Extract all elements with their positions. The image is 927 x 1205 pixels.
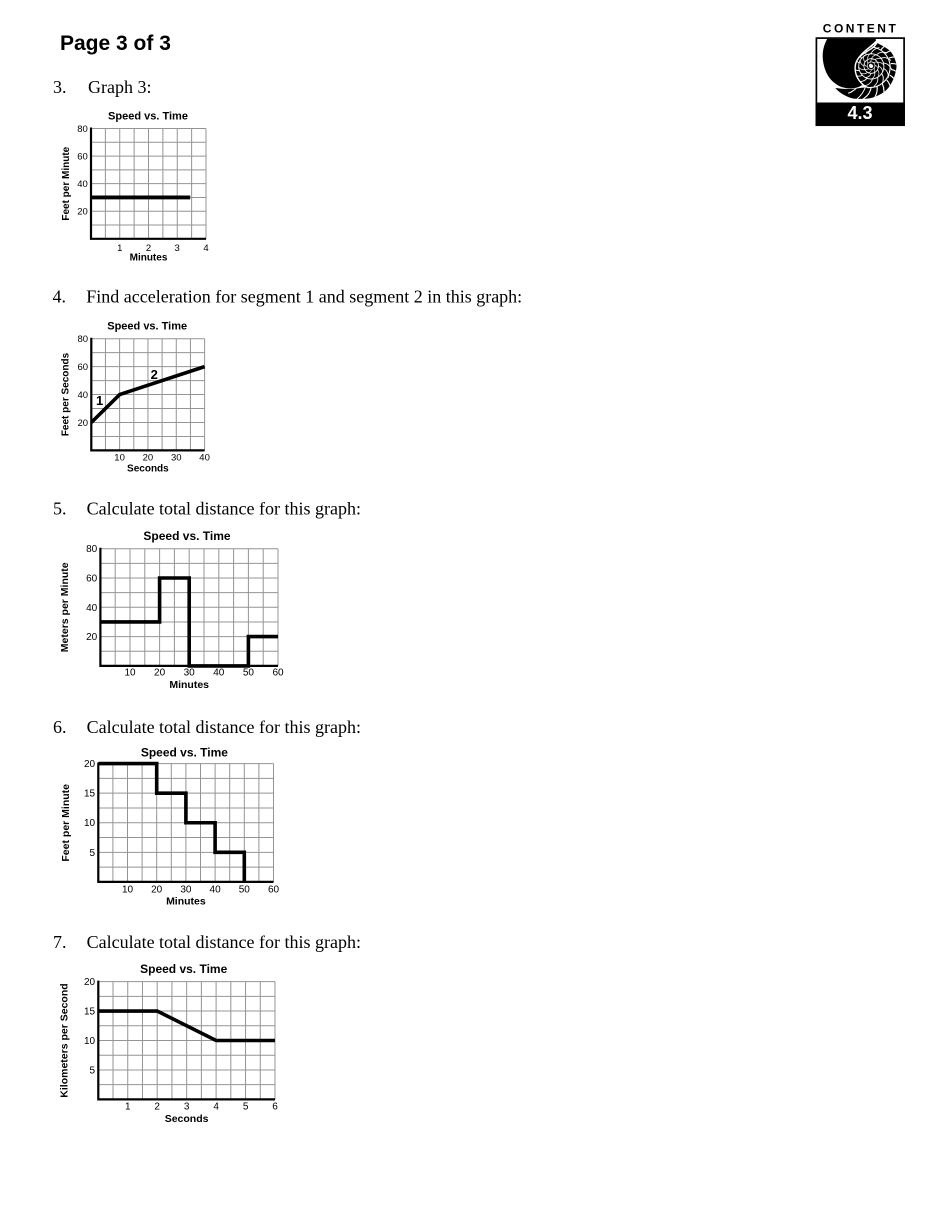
svg-text:Feet per Minute: Feet per Minute — [61, 146, 72, 220]
svg-text:4.3: 4.3 — [847, 103, 872, 123]
svg-text:20: 20 — [143, 453, 154, 464]
svg-text:1: 1 — [125, 1102, 131, 1113]
svg-text:60: 60 — [268, 884, 280, 895]
svg-text:40: 40 — [77, 179, 88, 190]
svg-text:60: 60 — [272, 667, 284, 678]
svg-text:4: 4 — [203, 243, 208, 254]
svg-text:20: 20 — [86, 632, 98, 643]
svg-text:2: 2 — [151, 367, 158, 382]
svg-text:20: 20 — [154, 667, 166, 678]
svg-text:30: 30 — [171, 453, 182, 464]
svg-text:20: 20 — [84, 977, 96, 988]
svg-text:Feet per Seconds: Feet per Seconds — [61, 352, 72, 436]
svg-text:3.: 3. — [53, 77, 67, 97]
svg-text:5: 5 — [243, 1102, 249, 1113]
svg-text:30: 30 — [180, 884, 192, 895]
svg-text:Calculate total distance for t: Calculate total distance for this graph: — [87, 717, 361, 737]
svg-text:Feet per Minute: Feet per Minute — [60, 784, 72, 862]
svg-text:2: 2 — [146, 243, 151, 254]
svg-text:2: 2 — [154, 1102, 160, 1113]
svg-text:Minutes: Minutes — [130, 253, 168, 264]
svg-text:10: 10 — [84, 1036, 96, 1047]
svg-text:5.: 5. — [53, 498, 67, 518]
svg-text:1: 1 — [117, 243, 122, 254]
svg-text:Meters per Minute: Meters per Minute — [59, 562, 71, 652]
svg-text:10: 10 — [114, 453, 125, 464]
svg-text:Speed vs. Time: Speed vs. Time — [107, 321, 187, 333]
svg-text:Seconds: Seconds — [165, 1113, 209, 1125]
svg-text:10: 10 — [84, 818, 96, 829]
svg-text:60: 60 — [78, 362, 89, 373]
svg-text:6: 6 — [272, 1102, 278, 1113]
svg-text:30: 30 — [184, 667, 196, 678]
svg-text:15: 15 — [84, 1007, 96, 1018]
svg-text:Graph 3:: Graph 3: — [88, 77, 151, 97]
svg-text:Speed vs. Time: Speed vs. Time — [141, 745, 228, 759]
svg-text:80: 80 — [78, 334, 89, 345]
svg-text:4.: 4. — [53, 287, 67, 307]
svg-text:Find acceleration for segment: Find acceleration for segment 1 and segm… — [86, 287, 522, 307]
svg-text:10: 10 — [124, 667, 136, 678]
svg-text:40: 40 — [213, 667, 225, 678]
svg-text:5: 5 — [90, 1066, 96, 1077]
svg-text:Minutes: Minutes — [169, 679, 209, 691]
svg-text:3: 3 — [175, 243, 180, 254]
svg-text:Page 3 of 3: Page 3 of 3 — [60, 32, 171, 55]
svg-text:Speed vs. Time: Speed vs. Time — [143, 529, 230, 543]
svg-text:40: 40 — [86, 603, 98, 614]
svg-text:20: 20 — [151, 884, 163, 895]
svg-text:20: 20 — [84, 759, 96, 770]
svg-text:Calculate total distance for t: Calculate total distance for this graph: — [87, 932, 361, 952]
svg-text:20: 20 — [78, 418, 89, 429]
svg-text:50: 50 — [243, 667, 255, 678]
svg-text:10: 10 — [122, 884, 134, 895]
svg-text:15: 15 — [84, 789, 96, 800]
svg-text:Minutes: Minutes — [166, 896, 206, 908]
svg-text:7.: 7. — [53, 932, 67, 952]
svg-text:50: 50 — [239, 884, 251, 895]
svg-text:6.: 6. — [53, 717, 67, 737]
svg-text:Calculate total distance for t: Calculate total distance for this graph: — [87, 498, 361, 518]
svg-text:40: 40 — [210, 884, 222, 895]
svg-text:Speed vs. Time: Speed vs. Time — [140, 962, 227, 976]
svg-text:1: 1 — [96, 393, 103, 408]
svg-text:5: 5 — [90, 848, 96, 859]
svg-text:Speed vs. Time: Speed vs. Time — [108, 110, 188, 122]
svg-text:3: 3 — [184, 1102, 190, 1113]
svg-text:Kilometers per Second: Kilometers per Second — [58, 983, 70, 1097]
svg-text:80: 80 — [77, 124, 88, 135]
svg-text:60: 60 — [86, 574, 98, 585]
svg-text:40: 40 — [199, 453, 210, 464]
svg-text:4: 4 — [213, 1102, 219, 1113]
svg-text:80: 80 — [86, 544, 98, 555]
svg-text:20: 20 — [77, 207, 88, 218]
svg-text:Seconds: Seconds — [127, 463, 169, 474]
svg-text:60: 60 — [77, 152, 88, 163]
svg-text:CONTENT: CONTENT — [823, 22, 899, 36]
svg-text:40: 40 — [78, 390, 89, 401]
